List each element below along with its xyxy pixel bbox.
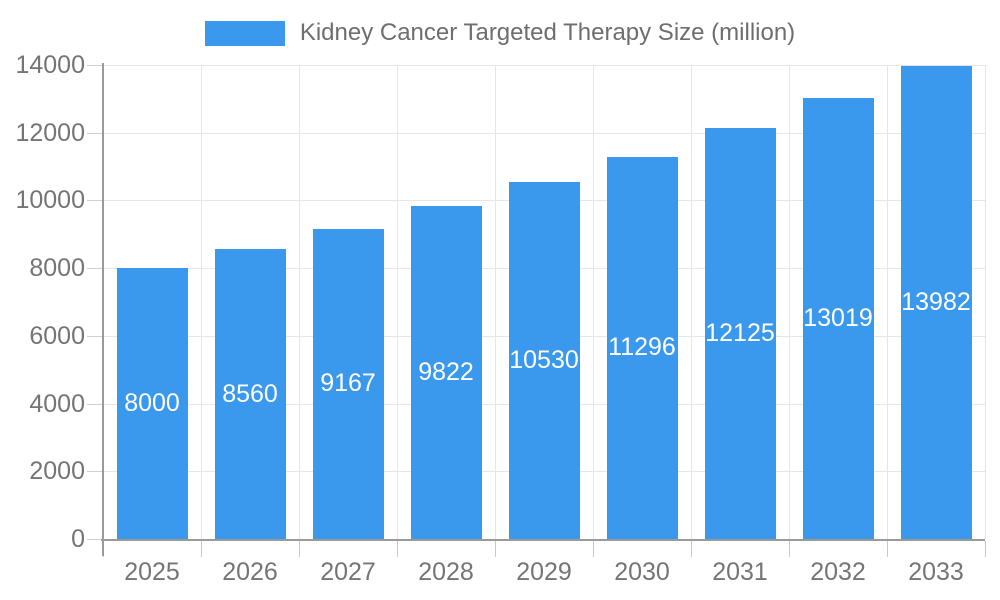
x-gridline <box>397 65 398 539</box>
y-axis-tick <box>87 403 103 405</box>
x-gridline <box>299 65 300 539</box>
bar-value-label: 13019 <box>803 304 873 333</box>
bar-value-label: 9167 <box>320 369 376 398</box>
bar[interactable]: 8560 <box>214 249 286 539</box>
bar-value-label: 11296 <box>608 333 676 362</box>
x-gridline <box>789 65 790 539</box>
bar[interactable]: 13019 <box>802 98 874 539</box>
y-axis-label: 8000 <box>29 254 85 283</box>
y-axis-tick <box>87 65 103 66</box>
bar-value-label: 12125 <box>705 319 775 348</box>
y-axis-label: 0 <box>71 525 85 553</box>
x-gridline <box>593 65 594 539</box>
y-axis-tick <box>87 132 103 134</box>
x-axis-label: 2030 <box>614 558 670 586</box>
bar[interactable]: 9167 <box>312 228 384 539</box>
x-axis-tick <box>103 541 104 557</box>
bar-value-label: 9822 <box>418 358 474 387</box>
y-axis-tick <box>87 471 103 473</box>
x-gridline <box>691 65 692 539</box>
x-axis-label: 2029 <box>516 558 572 586</box>
x-axis-label: 2031 <box>712 558 768 586</box>
x-axis-tick <box>299 541 300 557</box>
y-gridline <box>103 65 985 66</box>
x-axis-tick <box>201 541 202 557</box>
bar[interactable]: 9822 <box>410 206 482 539</box>
y-axis-label: 10000 <box>15 186 85 215</box>
y-axis-label: 12000 <box>15 118 85 147</box>
bar-value-label: 13982 <box>901 287 971 316</box>
y-gridline <box>103 132 985 134</box>
x-axis-label: 2032 <box>810 558 866 586</box>
x-axis-tick <box>789 541 790 557</box>
y-axis-label: 2000 <box>29 457 85 486</box>
y-axis-label: 14000 <box>15 51 85 79</box>
bar[interactable]: 11296 <box>606 156 678 539</box>
bar[interactable]: 8000 <box>116 268 188 539</box>
x-gridline <box>887 65 888 539</box>
y-axis-tick <box>87 200 103 202</box>
x-axis-tick <box>887 541 888 557</box>
bar-value-label: 8000 <box>124 389 180 418</box>
x-axis-label: 2027 <box>320 558 376 586</box>
y-axis-line <box>101 63 104 556</box>
x-axis-label: 2028 <box>418 558 474 586</box>
x-axis-tick <box>985 541 986 557</box>
legend-label: Kidney Cancer Targeted Therapy Size (mil… <box>299 19 796 46</box>
x-axis-tick <box>397 541 398 557</box>
x-axis-label: 2026 <box>222 558 278 586</box>
x-axis-tick <box>495 541 496 557</box>
x-axis-label: 2033 <box>908 558 964 586</box>
y-axis-tick <box>87 268 103 270</box>
y-axis-label: 4000 <box>29 389 85 418</box>
bar-value-label: 10530 <box>509 346 579 375</box>
y-axis-tick <box>87 335 103 337</box>
x-axis-label: 2025 <box>124 558 180 586</box>
chart-legend[interactable]: Kidney Cancer Targeted Therapy Size (mil… <box>0 19 1000 47</box>
bar[interactable]: 10530 <box>508 182 580 539</box>
x-axis-tick <box>593 541 594 557</box>
x-axis-line <box>101 539 985 541</box>
x-gridline <box>495 65 496 539</box>
x-gridline <box>985 65 986 539</box>
bar[interactable]: 12125 <box>704 128 776 539</box>
y-axis-tick <box>87 539 103 540</box>
x-axis-tick <box>691 541 692 557</box>
y-axis-label: 6000 <box>29 321 85 350</box>
bar[interactable]: 13982 <box>900 65 972 539</box>
x-gridline <box>201 65 202 539</box>
bar-value-label: 8560 <box>222 379 278 408</box>
legend-swatch-icon <box>204 20 285 46</box>
